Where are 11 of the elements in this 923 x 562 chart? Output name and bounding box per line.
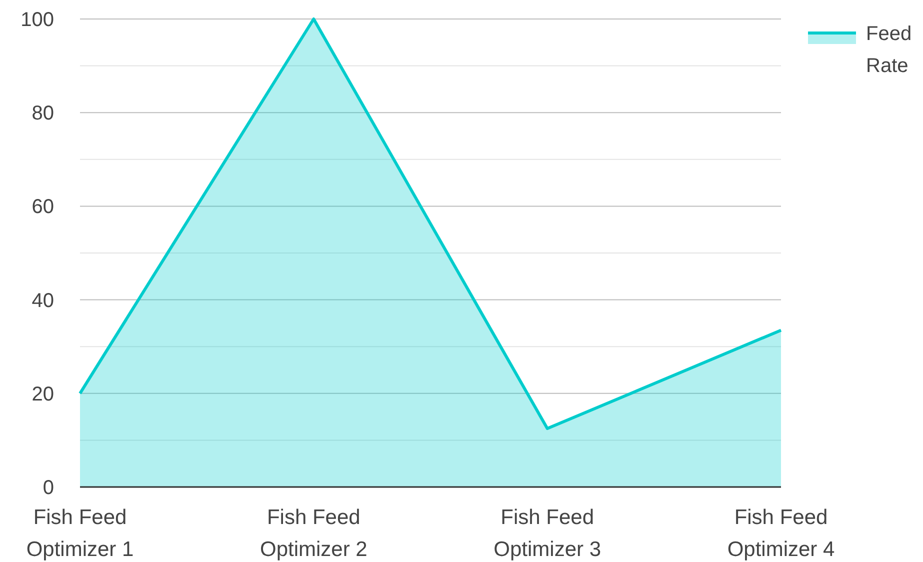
y-tick-label: 80: [32, 102, 54, 125]
x-tick-label: Fish Feed Optimizer 4: [727, 506, 835, 561]
y-tick-label: 40: [32, 290, 54, 312]
y-tick-label: 60: [32, 196, 54, 218]
y-tick-label: 0: [42, 477, 54, 499]
x-tick-label: Fish Feed Optimizer 1: [26, 506, 134, 561]
y-tick-label: 20: [32, 383, 54, 406]
x-tick-label: Fish Feed Optimizer 2: [260, 506, 368, 561]
x-tick-label: Fish Feed Optimizer 3: [494, 506, 602, 561]
legend-label: Feed Rate: [866, 23, 912, 77]
y-tick-label: 100: [20, 9, 54, 31]
